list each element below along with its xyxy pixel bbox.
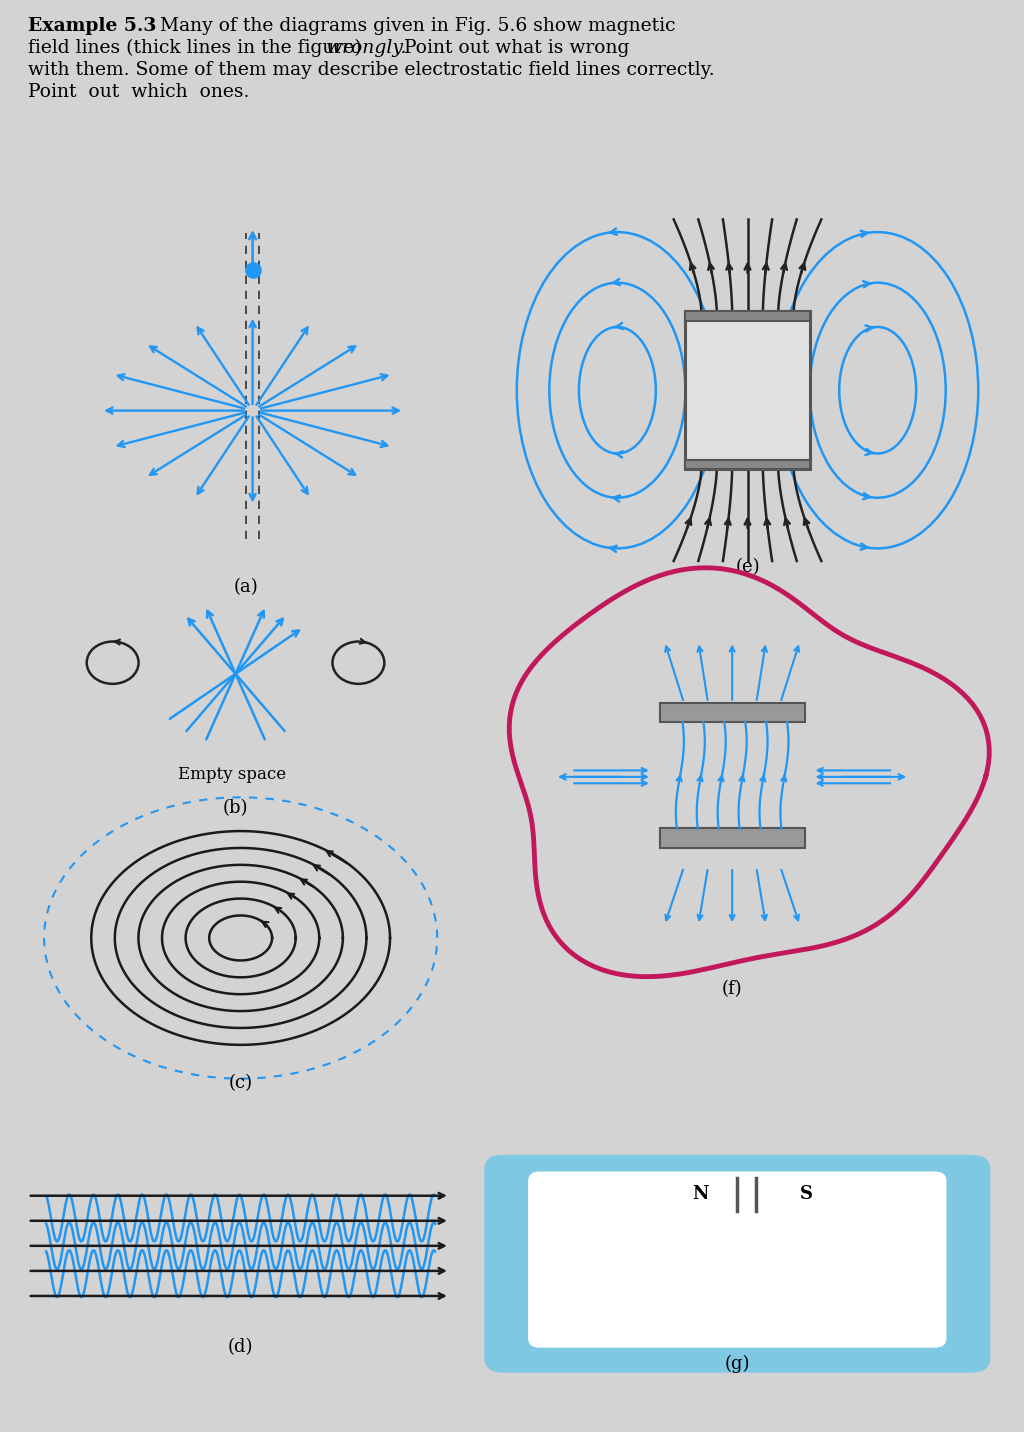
Text: (d): (d)	[228, 1337, 253, 1356]
FancyBboxPatch shape	[528, 1173, 946, 1348]
Bar	[685, 311, 810, 321]
Text: Many of the diagrams given in Fig. 5.6 show magnetic: Many of the diagrams given in Fig. 5.6 s…	[148, 17, 676, 34]
Text: N: N	[692, 1186, 709, 1203]
Text: field lines (thick lines in the figure): field lines (thick lines in the figure)	[28, 39, 361, 57]
Text: (a): (a)	[233, 579, 258, 596]
Polygon shape	[509, 567, 989, 977]
Text: (g): (g)	[725, 1355, 750, 1372]
Text: (f): (f)	[722, 979, 742, 998]
Text: (c): (c)	[228, 1074, 253, 1093]
Bar	[685, 460, 810, 470]
Text: wrongly.: wrongly.	[319, 39, 407, 57]
Text: (b): (b)	[223, 799, 248, 818]
Text: Point out what is wrong: Point out what is wrong	[398, 39, 630, 57]
Text: S: S	[801, 1186, 813, 1203]
Text: (e): (e)	[735, 558, 760, 576]
Text: Example 5.3: Example 5.3	[28, 17, 157, 34]
FancyBboxPatch shape	[485, 1156, 989, 1372]
Text: with them. Some of them may describe electrostatic field lines correctly.: with them. Some of them may describe ele…	[28, 62, 715, 79]
Text: Point  out  which  ones.: Point out which ones.	[28, 83, 250, 102]
FancyBboxPatch shape	[685, 311, 810, 470]
Bar	[659, 703, 805, 722]
Text: Empty space: Empty space	[178, 766, 286, 782]
Bar	[659, 828, 805, 848]
